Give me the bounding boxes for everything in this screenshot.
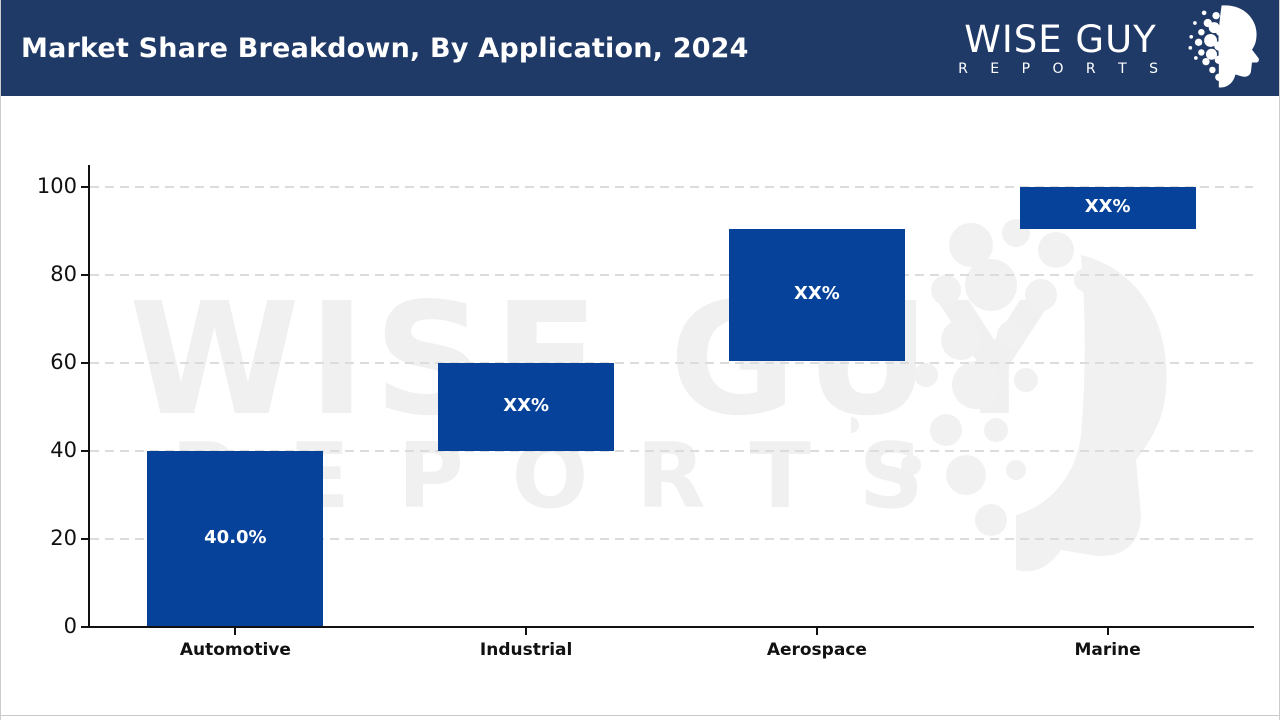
- wise-guy-reports-logo: WISE GUY R E P O R T S: [954, 0, 1263, 96]
- y-tick-label: 60: [50, 350, 77, 374]
- gridline-y80: [90, 274, 1253, 276]
- page-title: Market Share Breakdown, By Application, …: [21, 32, 749, 64]
- logo-wordmark: WISE GUY: [964, 17, 1157, 61]
- bar-automotive: [147, 451, 324, 627]
- y-tick-mark: [81, 450, 89, 452]
- bar-marine: [1019, 187, 1196, 229]
- x-tick-mark: [525, 628, 528, 635]
- y-tick-mark: [81, 538, 89, 540]
- category-label: Marine: [1074, 640, 1141, 660]
- x-axis-line: [88, 626, 1254, 628]
- y-tick-label: 40: [50, 438, 77, 462]
- x-tick-mark: [1106, 628, 1109, 635]
- y-tick-mark: [81, 274, 89, 276]
- x-tick-mark: [815, 628, 818, 635]
- y-tick-mark: [81, 186, 89, 188]
- bar-industrial: [438, 363, 615, 451]
- category-label: Automotive: [179, 640, 291, 660]
- y-tick-label: 20: [50, 526, 77, 550]
- gridline-y40: [90, 450, 1253, 452]
- bottom-divider: [1, 715, 1279, 716]
- bar-value-label: 40.0%: [204, 527, 267, 548]
- bar-value-label: XX%: [1084, 195, 1131, 217]
- logo-subtitle: R E P O R T S: [958, 60, 1167, 77]
- y-tick-label: 100: [36, 174, 77, 198]
- category-label: Industrial: [479, 640, 573, 660]
- y-tick-mark: [81, 626, 89, 628]
- dotted-head-icon: [1171, 0, 1263, 96]
- category-label: Aerospace: [766, 640, 867, 660]
- y-tick-mark: [81, 362, 89, 364]
- gridline-y20: [90, 538, 1253, 540]
- y-tick-label: 0: [63, 614, 77, 638]
- gridline-y100: [90, 186, 1253, 188]
- header-bar: Market Share Breakdown, By Application, …: [1, 0, 1279, 96]
- y-tick-label: 80: [50, 262, 77, 286]
- bar-aerospace: [728, 228, 905, 361]
- bar-value-label: XX%: [503, 395, 550, 416]
- x-tick-mark: [234, 628, 237, 635]
- logo-text: WISE GUY R E P O R T S: [954, 21, 1167, 76]
- gridline-y60: [90, 362, 1253, 364]
- bar-value-label: XX%: [793, 282, 840, 304]
- y-axis-line: [88, 165, 90, 628]
